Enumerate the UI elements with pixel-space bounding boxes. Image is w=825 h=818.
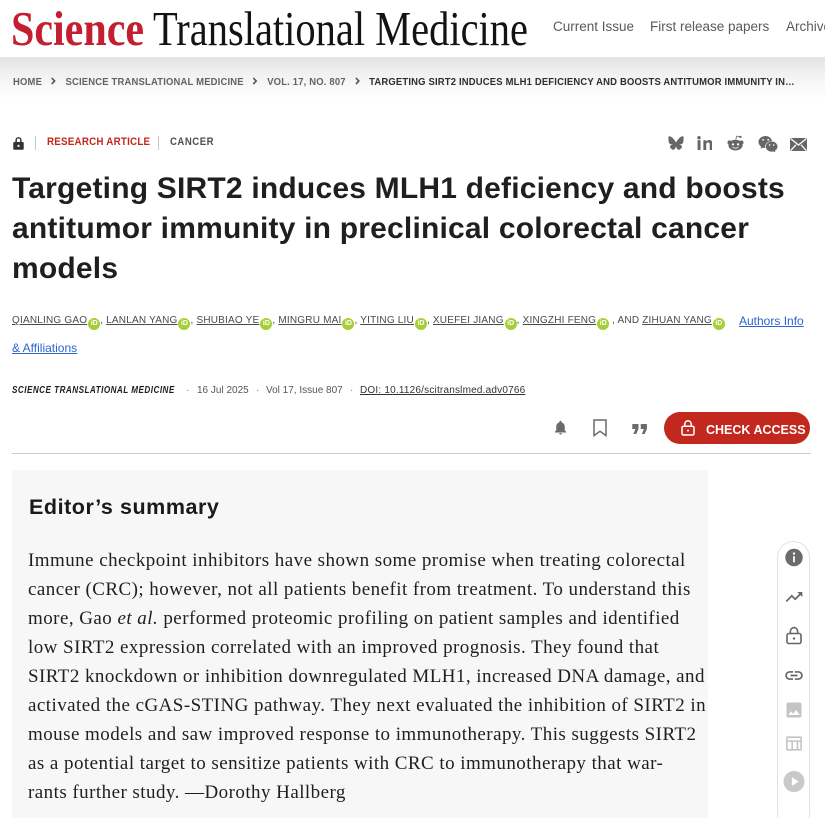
svg-text:Translational Medicine: Translational Medicine <box>153 3 528 56</box>
svg-text:Science: Science <box>11 3 144 56</box>
